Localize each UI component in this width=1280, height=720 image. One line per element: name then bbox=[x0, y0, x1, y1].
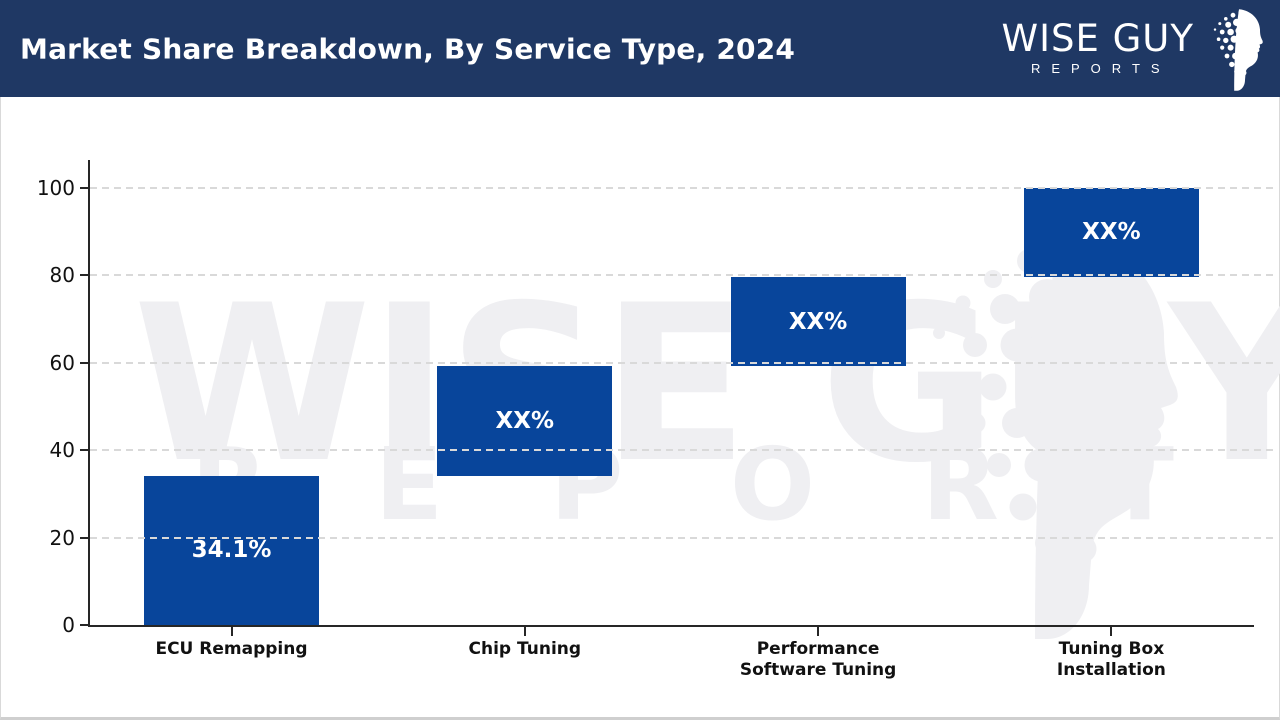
logo-subtitle: REPORTS bbox=[1030, 61, 1171, 76]
dotted-head-icon bbox=[1213, 9, 1263, 91]
bar-value-label: XX% bbox=[788, 308, 848, 335]
bar-segment: XX% bbox=[1023, 187, 1199, 278]
bar-value-label: 34.1% bbox=[191, 537, 272, 564]
header-bar: Market Share Breakdown, By Service Type,… bbox=[0, 0, 1280, 97]
logo-wordmark: WISE GUY bbox=[1001, 17, 1194, 60]
wise-guy-reports-logo: WISE GUY REPORTS bbox=[1002, 6, 1272, 92]
bar-segment: XX% bbox=[437, 366, 613, 476]
logo-text: WISE GUY REPORTS bbox=[1002, 20, 1194, 76]
bar-value-label: XX% bbox=[1082, 219, 1141, 246]
bar-value-label: XX% bbox=[495, 407, 555, 434]
bars-layer: 34.1% XX% XX% XX% bbox=[1, 97, 1279, 717]
bar-segment: 34.1% bbox=[144, 475, 319, 625]
page-title: Market Share Breakdown, By Service Type,… bbox=[20, 32, 796, 65]
bar-segment: XX% bbox=[730, 277, 906, 366]
